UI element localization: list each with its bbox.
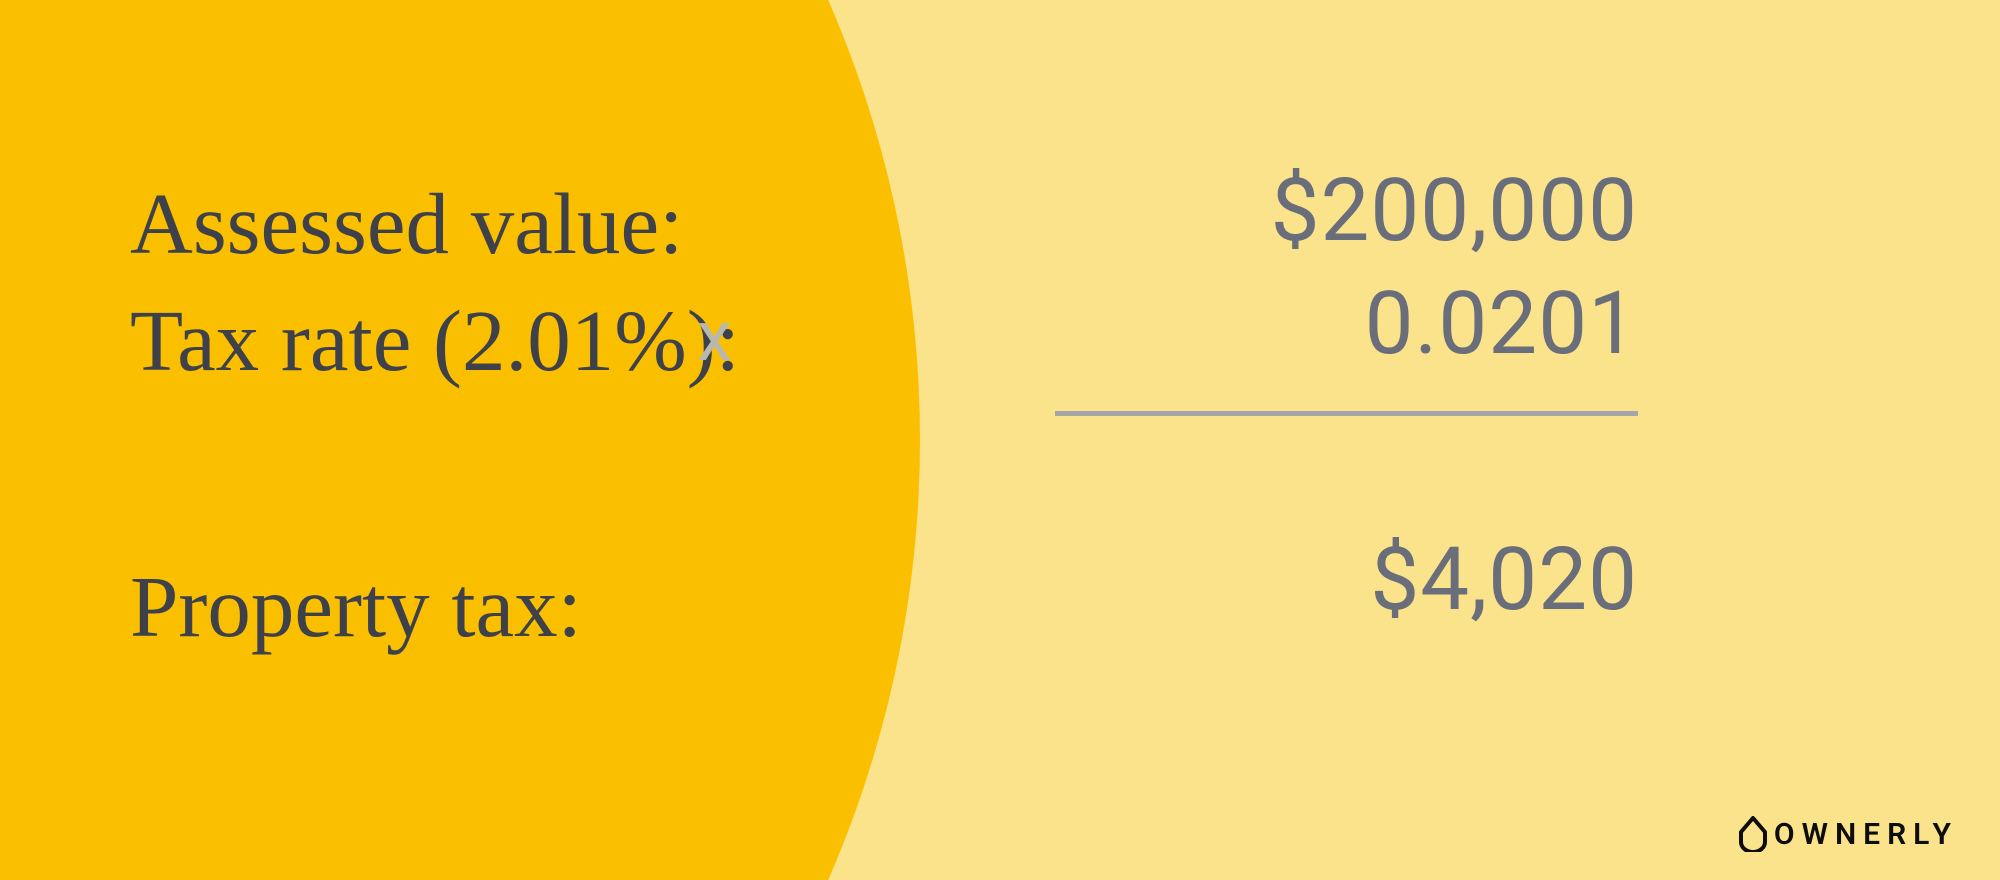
- tax-rate-value: 0.0201: [1365, 273, 1638, 375]
- assessed-value-label: Assessed value:: [130, 165, 740, 282]
- tax-rate-value-row: x 0.0201: [1055, 268, 1638, 381]
- property-tax-amount: $4,020: [1055, 524, 1638, 637]
- multiply-sign: x: [697, 292, 733, 383]
- assessed-value-amount: $200,000: [1055, 155, 1638, 268]
- brand-logo: OWNERLY: [1738, 816, 1958, 852]
- brand-name: OWNERLY: [1774, 817, 1958, 852]
- infographic-canvas: Assessed value: Tax rate (2.01%): Proper…: [0, 0, 2000, 880]
- house-droplet-icon: [1738, 816, 1768, 852]
- tax-rate-label: Tax rate (2.01%):: [130, 282, 740, 399]
- labels-column: Assessed value: Tax rate (2.01%): Proper…: [130, 165, 740, 665]
- property-tax-label: Property tax:: [130, 548, 740, 665]
- values-column: $200,000 x 0.0201 $4,020: [1055, 155, 1638, 637]
